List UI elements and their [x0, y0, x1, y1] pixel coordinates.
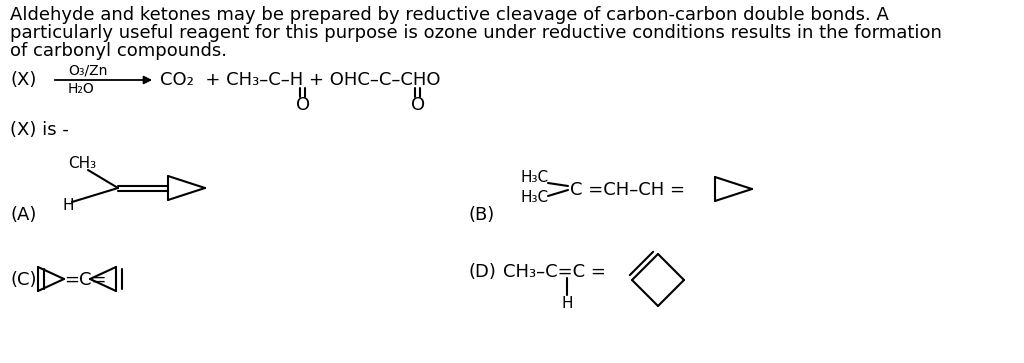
Text: H: H — [561, 295, 572, 310]
Text: (X) is -: (X) is - — [10, 121, 69, 139]
Text: CH₃–C=C =: CH₃–C=C = — [503, 263, 606, 281]
Text: O: O — [296, 96, 310, 114]
Text: H₃C: H₃C — [520, 171, 548, 185]
Text: H: H — [63, 197, 75, 212]
Text: H₃C: H₃C — [520, 191, 548, 205]
Text: C =CH–CH =: C =CH–CH = — [570, 181, 685, 199]
Text: CO₂  + CH₃–C–H + OHC–C–CHO: CO₂ + CH₃–C–H + OHC–C–CHO — [160, 71, 440, 89]
Text: Aldehyde and ketones may be prepared by reductive cleavage of carbon-carbon doub: Aldehyde and ketones may be prepared by … — [10, 6, 889, 24]
Text: O₃/Zn: O₃/Zn — [68, 64, 108, 78]
Text: O: O — [411, 96, 425, 114]
Text: (X): (X) — [10, 71, 37, 89]
Text: =C=: =C= — [63, 271, 106, 289]
Text: of carbonyl compounds.: of carbonyl compounds. — [10, 42, 227, 60]
Text: CH₃: CH₃ — [68, 155, 96, 171]
Text: (A): (A) — [10, 206, 37, 224]
Text: (B): (B) — [468, 206, 495, 224]
Text: (D): (D) — [468, 263, 496, 281]
Text: particularly useful reagent for this purpose is ozone under reductive conditions: particularly useful reagent for this pur… — [10, 24, 942, 42]
Text: H₂O: H₂O — [68, 82, 95, 96]
Text: (C): (C) — [10, 271, 37, 289]
